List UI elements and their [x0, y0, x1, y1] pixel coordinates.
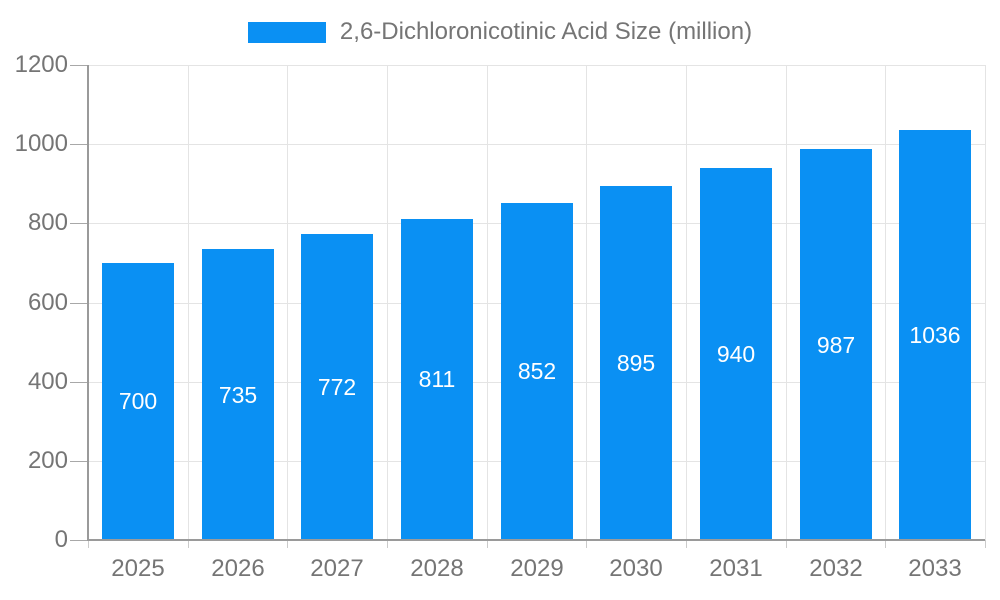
- y-axis-label: 0: [54, 526, 68, 553]
- bar: [202, 249, 274, 540]
- y-axis-tick: [70, 303, 88, 304]
- y-axis-tick: [70, 144, 88, 145]
- x-axis-tick: [786, 540, 787, 548]
- legend-swatch: [247, 21, 326, 43]
- y-axis-label: 600: [27, 289, 68, 316]
- x-axis-label: 2027: [310, 555, 364, 582]
- bar: [301, 234, 373, 540]
- gridline-v: [188, 65, 189, 540]
- y-axis-label: 200: [27, 447, 68, 474]
- bar: [401, 219, 473, 540]
- gridline-v: [686, 65, 687, 540]
- x-axis-tick: [586, 540, 587, 548]
- x-axis-tick: [88, 540, 89, 548]
- gridline-h: [88, 144, 985, 145]
- x-axis-tick: [188, 540, 189, 548]
- x-axis-tick: [686, 540, 687, 548]
- bar: [501, 203, 573, 540]
- x-axis-tick: [885, 540, 886, 548]
- bar: [102, 263, 174, 540]
- y-axis-tick: [70, 223, 88, 224]
- x-axis-label: 2028: [410, 555, 464, 582]
- x-axis-tick: [387, 540, 388, 548]
- x-axis-label: 2031: [709, 555, 763, 582]
- y-axis-tick: [70, 65, 88, 66]
- bar-value-label: 735: [218, 382, 258, 408]
- bar: [600, 186, 672, 540]
- y-axis-label: 1200: [14, 51, 68, 78]
- gridline-v: [786, 65, 787, 540]
- x-axis-label: 2030: [609, 555, 663, 582]
- x-axis-label: 2029: [510, 555, 564, 582]
- y-axis-label: 1000: [14, 130, 68, 157]
- bar-value-label: 700: [118, 388, 158, 414]
- y-axis-label: 800: [27, 209, 68, 236]
- gridline-v: [885, 65, 886, 540]
- x-axis-label: 2033: [908, 555, 962, 582]
- bar-value-label: 895: [616, 350, 656, 376]
- y-axis-label: 400: [27, 368, 68, 395]
- bar-value-label: 940: [716, 341, 756, 367]
- x-axis-tick: [985, 540, 986, 548]
- gridline-v: [985, 65, 986, 540]
- legend-label: 2,6-Dichloronicotinic Acid Size (million…: [339, 18, 753, 45]
- bar-value-label: 1036: [909, 322, 961, 348]
- bar: [800, 149, 872, 540]
- bar: [899, 130, 971, 540]
- gridline-v: [387, 65, 388, 540]
- y-axis-tick: [70, 461, 88, 462]
- y-axis-tick: [70, 540, 88, 541]
- gridline-v: [487, 65, 488, 540]
- x-axis-tick: [287, 540, 288, 548]
- bar: [700, 168, 772, 540]
- x-axis-label: 2025: [111, 555, 165, 582]
- x-axis-tick: [487, 540, 488, 548]
- x-axis-label: 2026: [211, 555, 265, 582]
- x-axis-label: 2032: [809, 555, 863, 582]
- bar-value-label: 811: [418, 366, 456, 392]
- chart-legend: 2,6-Dichloronicotinic Acid Size (million…: [0, 18, 1000, 46]
- gridline-h: [88, 65, 985, 66]
- gridline-v: [586, 65, 587, 540]
- bar-value-label: 852: [517, 358, 557, 384]
- y-axis-line: [87, 65, 89, 541]
- bar-value-label: 772: [317, 374, 357, 400]
- y-axis-tick: [70, 382, 88, 383]
- bar-value-label: 987: [816, 332, 856, 358]
- gridline-v: [287, 65, 288, 540]
- x-axis-line: [88, 539, 985, 541]
